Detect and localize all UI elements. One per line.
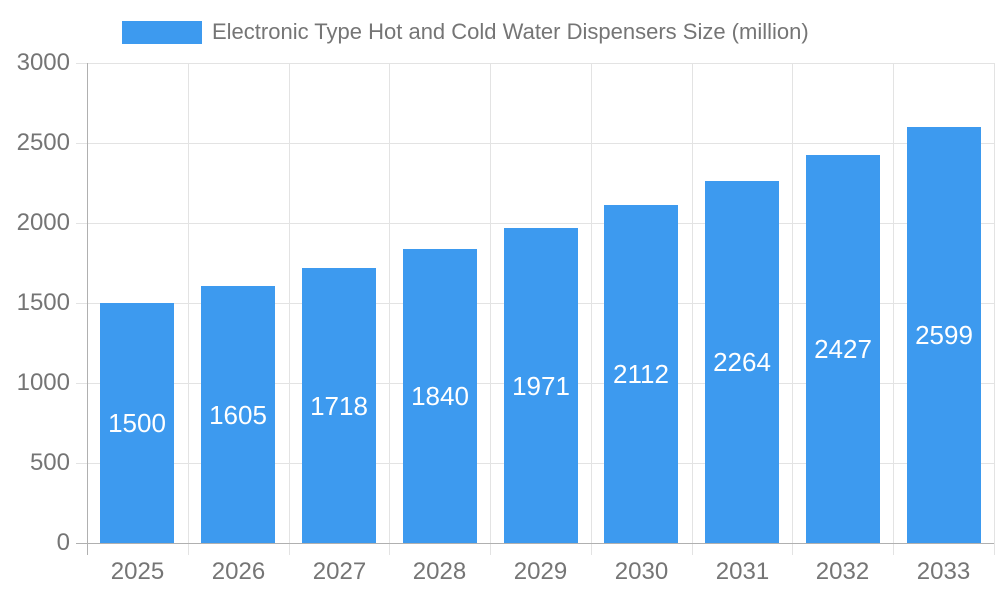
legend-label: Electronic Type Hot and Cold Water Dispe… xyxy=(212,19,809,44)
x-tick-label: 2028 xyxy=(412,558,467,585)
bar xyxy=(907,127,981,543)
y-tick-label: 3000 xyxy=(16,49,70,76)
x-tick-mark xyxy=(792,543,793,555)
y-tick-mark xyxy=(76,143,87,144)
x-tick-label: 2025 xyxy=(110,558,165,585)
bar-value-label: 2599 xyxy=(915,320,973,350)
y-tick-label: 2500 xyxy=(16,129,70,156)
x-tick-mark xyxy=(994,543,995,555)
y-tick-label: 1000 xyxy=(16,369,70,396)
bar xyxy=(100,303,174,543)
x-tick-label: 2026 xyxy=(211,558,266,585)
x-tick-mark xyxy=(893,543,894,555)
x-tick-label: 2033 xyxy=(916,558,971,585)
y-tick-mark xyxy=(76,63,87,64)
x-tick-label: 2029 xyxy=(513,558,568,585)
v-gridline xyxy=(591,63,592,543)
y-tick-label: 2000 xyxy=(16,209,70,236)
y-tick-mark xyxy=(76,303,87,304)
v-gridline xyxy=(792,63,793,543)
bar-value-label: 1500 xyxy=(108,408,166,438)
x-tick-mark xyxy=(591,543,592,555)
v-gridline xyxy=(188,63,189,543)
bar xyxy=(302,268,376,543)
v-gridline xyxy=(490,63,491,543)
y-tick-mark xyxy=(76,463,87,464)
h-gridline xyxy=(87,223,994,224)
x-tick-mark xyxy=(188,543,189,555)
bar-value-label: 2112 xyxy=(613,359,669,389)
v-gridline xyxy=(893,63,894,543)
bar-value-label: 2427 xyxy=(814,334,872,364)
v-gridline xyxy=(692,63,693,543)
x-tick-mark xyxy=(490,543,491,555)
bar xyxy=(604,205,678,543)
x-tick-label: 2027 xyxy=(312,558,367,585)
h-gridline xyxy=(87,143,994,144)
y-tick-label: 0 xyxy=(56,529,70,556)
bar xyxy=(504,228,578,543)
bar-value-label: 2264 xyxy=(713,347,771,377)
x-tick-mark xyxy=(692,543,693,555)
v-gridline xyxy=(994,63,995,543)
bar-value-label: 1605 xyxy=(209,400,267,430)
y-tick-mark xyxy=(76,223,87,224)
chart-legend: Electronic Type Hot and Cold Water Dispe… xyxy=(122,19,809,45)
x-tick-label: 2032 xyxy=(815,558,870,585)
bar xyxy=(403,249,477,543)
x-tick-mark xyxy=(289,543,290,555)
y-tick-label: 1500 xyxy=(16,289,70,316)
y-tick-mark xyxy=(76,383,87,384)
x-axis-line xyxy=(76,543,994,544)
bar xyxy=(806,155,880,543)
legend-swatch xyxy=(122,20,202,44)
v-gridline xyxy=(389,63,390,543)
x-tick-label: 2031 xyxy=(715,558,770,585)
bar xyxy=(705,181,779,543)
x-tick-mark xyxy=(389,543,390,555)
x-tick-label: 2030 xyxy=(614,558,669,585)
y-axis-line xyxy=(87,63,88,555)
bar xyxy=(201,286,275,543)
bar-value-label: 1971 xyxy=(512,371,570,401)
bar-value-label: 1718 xyxy=(310,391,368,421)
y-tick-label: 500 xyxy=(29,449,70,476)
bar-value-label: 1840 xyxy=(411,381,469,411)
v-gridline xyxy=(289,63,290,543)
h-gridline xyxy=(87,63,994,64)
